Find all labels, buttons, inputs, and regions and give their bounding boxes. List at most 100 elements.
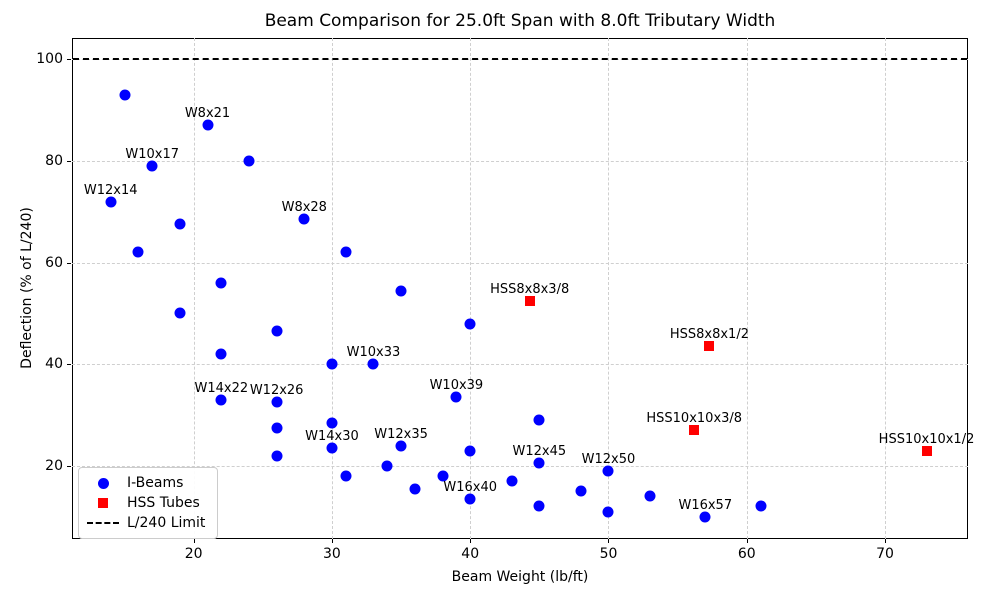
data-point-ibeam — [506, 475, 518, 487]
x-tick-label: 40 — [461, 546, 480, 562]
data-point-ibeam — [326, 358, 338, 370]
square-icon — [87, 498, 119, 508]
y-axis-label: Deflection (% of L/240) — [19, 207, 35, 369]
data-point-ibeam — [602, 465, 614, 477]
y-tick-mark — [67, 59, 71, 61]
data-point-ibeam — [271, 396, 283, 408]
legend-label: HSS Tubes — [127, 495, 200, 511]
y-tick-label: 100 — [36, 51, 63, 68]
legend: I-Beams HSS Tubes L/240 Limit — [78, 467, 219, 539]
y-tick-mark — [67, 262, 71, 264]
data-point-ibeam — [271, 325, 283, 337]
data-point-ibeam — [533, 414, 545, 426]
data-point-ibeam — [215, 348, 227, 360]
data-point-ibeam — [202, 119, 213, 131]
data-point-ibeam — [644, 490, 656, 502]
legend-label: L/240 Limit — [127, 515, 206, 531]
data-point-ibeam — [174, 218, 186, 230]
dashed-line-icon — [87, 522, 119, 524]
y-gridline — [72, 160, 968, 162]
data-point-ibeam — [132, 246, 144, 258]
data-point-hss — [689, 425, 700, 436]
point-label: W12x45 — [512, 444, 567, 460]
data-point-ibeam — [215, 394, 227, 406]
data-point-ibeam — [119, 89, 131, 101]
legend-item-hss-tubes: HSS Tubes — [87, 493, 205, 513]
data-point-ibeam — [533, 500, 545, 512]
point-label: W8x21 — [184, 106, 231, 122]
y-gridline — [72, 364, 968, 366]
y-tick-label: 60 — [45, 254, 63, 271]
data-point-ibeam — [409, 483, 421, 495]
data-point-ibeam — [243, 155, 255, 167]
y-gridline — [72, 465, 968, 467]
data-point-ibeam — [381, 460, 393, 472]
data-point-ibeam — [271, 422, 283, 434]
x-tick-mark — [193, 539, 195, 543]
x-gridline — [885, 38, 887, 539]
data-point-ibeam — [464, 318, 476, 330]
data-point-ibeam — [105, 196, 117, 208]
x-gridline — [608, 38, 610, 539]
y-tick-label: 20 — [45, 457, 63, 474]
x-tick-label: 50 — [599, 546, 618, 562]
point-label: W12x14 — [83, 182, 138, 198]
x-tick-mark — [885, 539, 887, 543]
data-point-ibeam — [326, 417, 338, 429]
point-label: W10x39 — [429, 378, 484, 394]
data-point-hss — [921, 445, 932, 456]
data-point-ibeam — [395, 285, 407, 297]
y-tick-label: 40 — [45, 356, 63, 373]
data-point-ibeam — [395, 440, 407, 451]
x-tick-label: 60 — [737, 546, 756, 562]
x-tick-mark — [608, 539, 610, 543]
point-label: W12x50 — [581, 451, 636, 467]
plot-area — [72, 38, 968, 539]
y-gridline — [72, 262, 968, 264]
data-point-ibeam — [174, 307, 186, 319]
point-label: W16x57 — [678, 497, 733, 513]
data-point-ibeam — [464, 445, 476, 457]
circle-icon — [87, 477, 119, 489]
data-point-ibeam — [340, 246, 352, 258]
data-point-ibeam — [575, 485, 587, 497]
x-gridline — [331, 38, 333, 539]
point-label: HSS8x8x1/2 — [669, 327, 749, 343]
y-tick-label: 80 — [45, 152, 63, 169]
data-point-ibeam — [340, 470, 352, 482]
legend-item-limit: L/240 Limit — [87, 513, 205, 533]
data-point-ibeam — [367, 358, 379, 370]
data-point-ibeam — [533, 457, 545, 469]
point-label: W14x22 — [194, 380, 249, 396]
data-point-hss — [704, 341, 715, 352]
point-label: W14x30 — [305, 429, 359, 445]
x-tick-label: 20 — [184, 546, 203, 562]
data-point-ibeam — [271, 450, 283, 462]
legend-item-ibeams: I-Beams — [87, 473, 205, 493]
x-tick-label: 70 — [876, 546, 894, 562]
point-label: W12x26 — [249, 383, 304, 399]
x-tick-mark — [331, 539, 333, 543]
point-label: HSS10x10x3/8 — [646, 411, 743, 427]
data-point-ibeam — [602, 506, 614, 518]
data-point-ibeam — [146, 160, 158, 172]
data-point-ibeam — [215, 277, 227, 289]
point-label: W8x28 — [281, 200, 327, 216]
y-tick-mark — [67, 465, 71, 467]
x-axis-label: Beam Weight (lb/ft) — [451, 569, 589, 585]
x-tick-label: 30 — [323, 546, 341, 562]
data-point-ibeam — [755, 500, 767, 512]
x-tick-mark — [470, 539, 472, 543]
data-point-ibeam — [326, 442, 338, 454]
data-point-ibeam — [699, 511, 711, 523]
data-point-ibeam — [464, 493, 476, 505]
legend-label: I-Beams — [127, 475, 184, 491]
y-tick-mark — [67, 160, 71, 162]
x-gridline — [746, 38, 748, 539]
point-label: W12x35 — [374, 426, 428, 442]
data-point-ibeam — [450, 391, 462, 403]
data-point-ibeam — [298, 213, 310, 225]
limit-line — [73, 58, 967, 61]
data-point-hss — [524, 296, 535, 307]
